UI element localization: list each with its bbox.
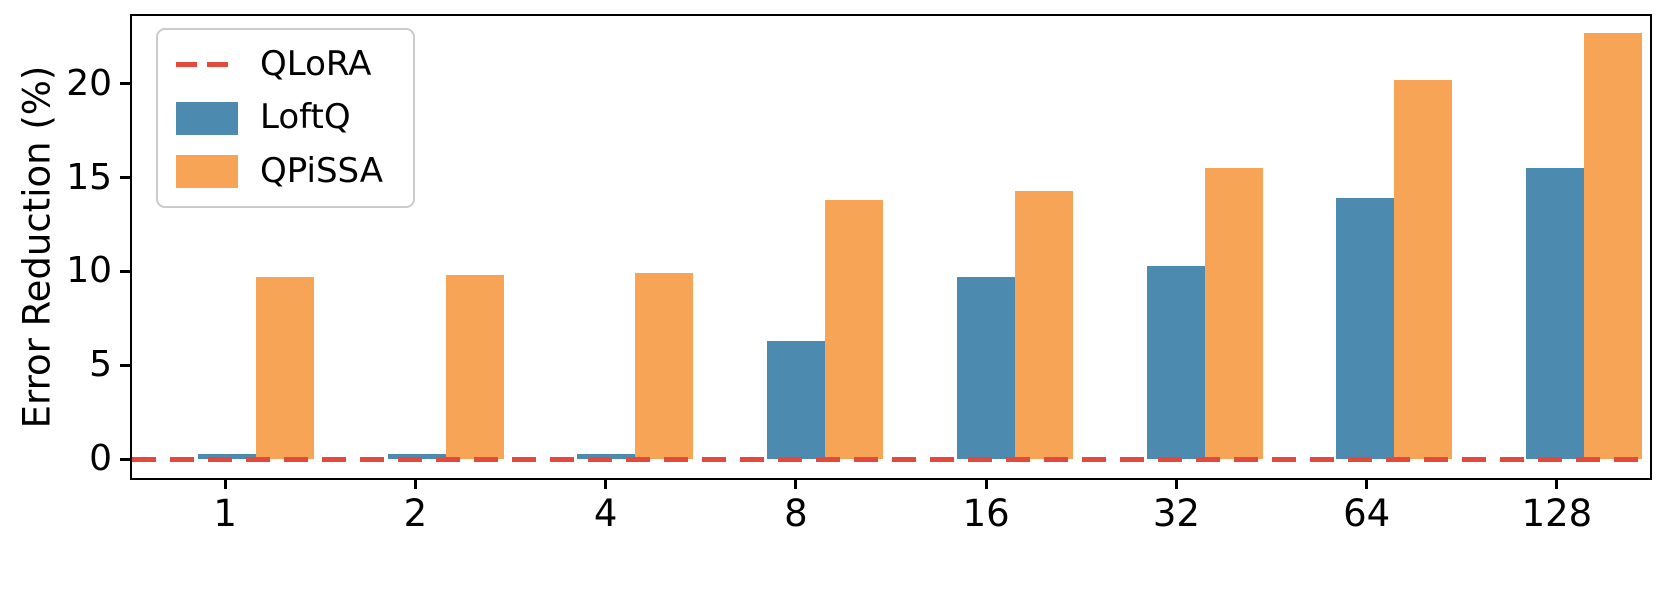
x-tick-mark-slot (130, 480, 320, 489)
bar-group-64 (1271, 16, 1461, 478)
x-tick-label: 64 (1343, 492, 1391, 535)
x-axis-tick-labels: 1 2 4 8 16 32 64 128 (130, 492, 1652, 536)
x-tick-label-slot: 1 (130, 492, 320, 536)
x-tick-label: 32 (1152, 492, 1200, 535)
bar-group-128 (1460, 16, 1650, 478)
bar-group-32 (1081, 16, 1271, 478)
bar-qpissa-64 (1394, 79, 1453, 460)
y-tick-mark (120, 363, 130, 367)
legend-label-qpissa: QPiSSA (260, 150, 384, 191)
bar-loftq-1 (197, 453, 256, 460)
x-tick-mark-slot (320, 480, 510, 489)
x-tick-label-slot: 8 (701, 492, 891, 536)
bar-qpissa-2 (445, 275, 504, 460)
y-tick-mark (120, 82, 130, 86)
x-tick-mark-slot (701, 480, 891, 489)
x-tick-mark-slot (1081, 480, 1271, 489)
x-axis-tick-marks (130, 480, 1652, 489)
qlora-baseline-line (132, 456, 1650, 462)
x-tick-label: 2 (403, 492, 428, 535)
bar-group-8 (701, 16, 891, 478)
x-tick-mark (794, 480, 798, 489)
x-tick-mark-slot (511, 480, 701, 489)
bar-qpissa-16 (1014, 190, 1073, 460)
bar-loftq-32 (1146, 265, 1205, 460)
legend-label-loftq: LoftQ (260, 97, 351, 138)
bar-loftq-2 (387, 453, 446, 460)
plot-area: QLoRA LoftQ QPiSSA (130, 14, 1652, 480)
x-tick-mark (604, 480, 608, 489)
bar-qpissa-4 (635, 273, 694, 460)
y-tick-label: 15 (66, 156, 112, 198)
x-tick-mark (413, 480, 417, 489)
y-tick-label: 5 (89, 344, 112, 386)
bar-group-16 (891, 16, 1081, 478)
x-tick-label: 16 (962, 492, 1010, 535)
legend: QLoRA LoftQ QPiSSA (156, 28, 416, 209)
y-tick-mark (120, 269, 130, 273)
bar-loftq-64 (1336, 198, 1395, 460)
y-tick-label: 10 (66, 250, 112, 292)
x-tick-label-slot: 16 (891, 492, 1081, 536)
x-tick-mark (1555, 480, 1559, 489)
legend-entry-qlora: QLoRA (176, 44, 383, 84)
x-tick-mark (1365, 480, 1369, 489)
bar-loftq-8 (767, 340, 826, 460)
bar-group-4 (512, 16, 702, 478)
x-tick-label-slot: 64 (1272, 492, 1462, 536)
bar-loftq-4 (577, 453, 636, 460)
y-tick-mark (120, 457, 130, 461)
qlora-dashed-line-marker (176, 62, 238, 68)
x-tick-label-slot: 2 (320, 492, 510, 536)
x-tick-label: 8 (784, 492, 808, 535)
x-tick-mark-slot (1462, 480, 1652, 489)
x-tick-mark (984, 480, 988, 489)
bar-loftq-128 (1526, 168, 1585, 460)
x-tick-label: 1 (213, 492, 237, 535)
bar-qpissa-128 (1584, 32, 1643, 460)
legend-entry-loftq: LoftQ (176, 97, 383, 138)
y-tick-label: 20 (66, 62, 112, 104)
x-tick-mark (1174, 480, 1178, 489)
x-tick-label-slot: 128 (1462, 492, 1652, 536)
bar-qpissa-1 (255, 277, 314, 460)
bar-group-2 (322, 16, 512, 478)
bar-group-1 (132, 16, 322, 478)
bars-layer (132, 16, 1650, 478)
bar-qpissa-8 (825, 200, 884, 460)
x-tick-label: 4 (593, 492, 618, 535)
x-tick-mark-slot (1272, 480, 1462, 489)
x-tick-label-slot: 4 (511, 492, 701, 536)
qpissa-swatch (176, 154, 238, 188)
bar-loftq-16 (956, 277, 1015, 460)
x-tick-mark-slot (891, 480, 1081, 489)
y-tick-label: 0 (89, 438, 112, 480)
loftq-swatch (176, 101, 238, 135)
x-tick-label-slot: 32 (1081, 492, 1271, 536)
y-tick-mark (120, 176, 130, 179)
x-tick-mark (223, 480, 227, 489)
legend-entry-qpissa: QPiSSA (176, 150, 384, 191)
bar-qpissa-32 (1204, 168, 1263, 460)
legend-label-qlora: QLoRA (260, 44, 372, 84)
x-tick-label: 128 (1521, 492, 1593, 535)
